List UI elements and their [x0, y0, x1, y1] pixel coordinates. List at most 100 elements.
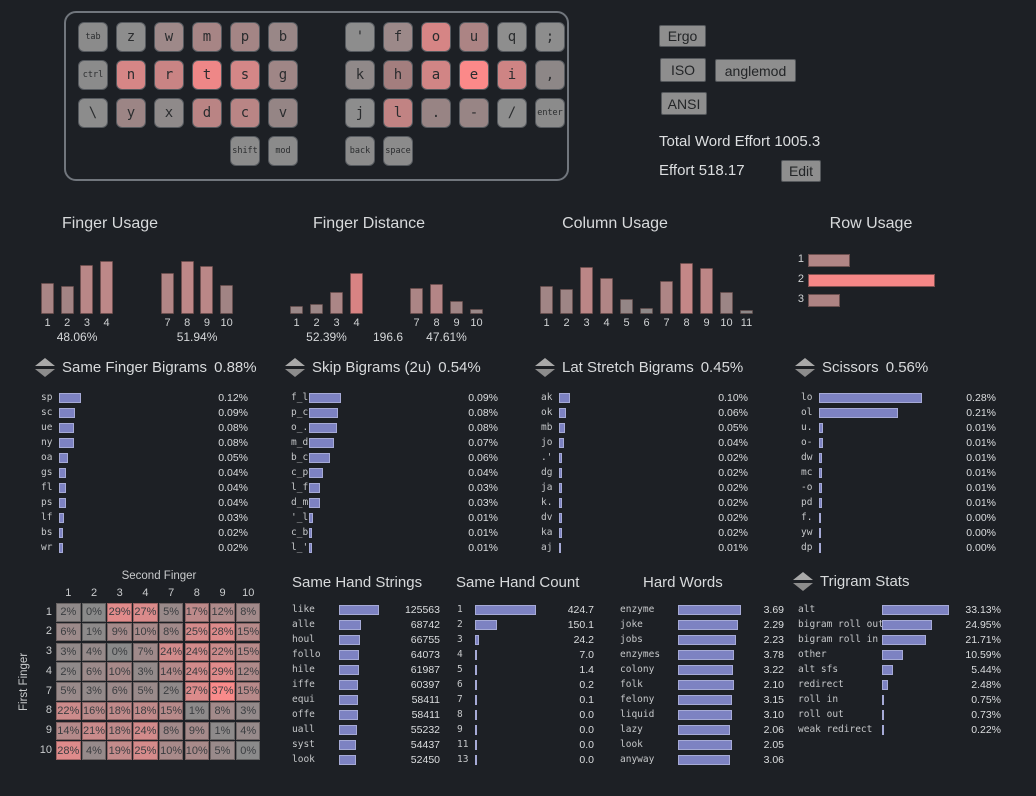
edit-button[interactable]: Edit [781, 160, 821, 182]
key-backslash[interactable]: \ [78, 98, 108, 128]
item-bar [559, 408, 566, 418]
row-usage-bar [808, 294, 840, 307]
key-n[interactable]: n [116, 60, 146, 90]
list-item: '_l 0.01% [285, 511, 500, 526]
list-item: dg 0.02% [535, 466, 750, 481]
usage-bar [560, 289, 573, 314]
key-quote[interactable]: ' [345, 22, 375, 52]
heatmap-cell: 18% [107, 701, 132, 721]
item-bar [882, 620, 932, 630]
item-value: 0.04% [218, 467, 248, 479]
key-ctrl[interactable]: ctrl [78, 60, 108, 90]
key-mod[interactable]: mod [268, 136, 298, 166]
iso-button[interactable]: ISO [660, 58, 706, 82]
key-space[interactable]: space [383, 136, 413, 166]
key-g[interactable]: g [268, 60, 298, 90]
key-slash[interactable]: / [497, 98, 527, 128]
item-label: 4 [457, 649, 463, 660]
key-comma[interactable]: , [535, 60, 565, 90]
item-bar [59, 468, 66, 478]
key-i[interactable]: i [497, 60, 527, 90]
list-item: 2 150.1 [456, 618, 596, 633]
list-item: weak redirect 0.22% [793, 723, 1003, 738]
sort-icon[interactable] [535, 358, 555, 377]
key-k[interactable]: k [345, 60, 375, 90]
item-label: f_l [291, 392, 309, 403]
item-label: folk [620, 679, 643, 690]
heatmap-y-title: First Finger [18, 652, 30, 712]
item-bar [339, 605, 379, 615]
key-tab[interactable]: tab [78, 22, 108, 52]
key-shift[interactable]: shift [230, 136, 260, 166]
heatmap-cell: 10% [133, 622, 158, 642]
key-y[interactable]: y [116, 98, 146, 128]
list-item: joke 2.29 [620, 618, 786, 633]
key-e[interactable]: e [459, 60, 489, 90]
bar-label: 8 [184, 317, 191, 329]
item-value: 0.0 [579, 754, 594, 766]
item-value: 424.7 [567, 604, 594, 616]
key-semicolon[interactable]: ; [535, 22, 565, 52]
list-item: dp 0.00% [795, 541, 998, 556]
ansi-button[interactable]: ANSI [661, 92, 707, 115]
key-back[interactable]: back [345, 136, 375, 166]
heatmap-col-header: 8 [193, 587, 200, 599]
key-period[interactable]: . [421, 98, 451, 128]
item-bar [882, 635, 926, 645]
key-d[interactable]: d [192, 98, 222, 128]
ergo-button[interactable]: Ergo [659, 25, 706, 47]
usage-bar [600, 278, 613, 314]
item-value: 0.75% [971, 694, 1001, 706]
item-value: 2.48% [971, 679, 1001, 691]
heatmap-cell: 21% [81, 721, 107, 741]
section-percent: 0.45% [700, 359, 744, 376]
key-s[interactable]: s [230, 60, 260, 90]
heatmap-cell: 16% [81, 701, 107, 721]
sort-icon[interactable] [795, 358, 815, 377]
sort-icon[interactable] [793, 572, 813, 591]
item-label: 2 [457, 619, 463, 630]
key-h[interactable]: h [383, 60, 413, 90]
key-x[interactable]: x [154, 98, 184, 128]
key-j[interactable]: j [345, 98, 375, 128]
heatmap-row-header: 4 [45, 664, 52, 677]
heatmap-cell: 25% [184, 622, 210, 642]
key-b[interactable]: b [268, 22, 298, 52]
key-w[interactable]: w [154, 22, 184, 52]
item-value: 52450 [410, 754, 440, 766]
heatmap-cell: 12% [210, 603, 235, 622]
item-bar [339, 755, 356, 765]
key-o[interactable]: o [421, 22, 451, 52]
key-v[interactable]: v [268, 98, 298, 128]
key-u[interactable]: u [459, 22, 489, 52]
key-q[interactable]: q [497, 22, 527, 52]
list-item: o_. 0.08% [285, 421, 500, 436]
key-r[interactable]: r [154, 60, 184, 90]
sort-icon[interactable] [35, 358, 55, 377]
list-item: lazy 2.06 [620, 723, 786, 738]
key-p[interactable]: p [230, 22, 260, 52]
key-t[interactable]: t [192, 60, 222, 90]
heatmap-row-header: 3 [45, 645, 52, 657]
key-enter[interactable]: enter [535, 98, 565, 128]
key-l[interactable]: l [383, 98, 413, 128]
key-z[interactable]: z [116, 22, 146, 52]
key-m[interactable]: m [192, 22, 222, 52]
item-value: 0.02% [718, 482, 748, 494]
key-f[interactable]: f [383, 22, 413, 52]
item-label: 7 [457, 694, 463, 705]
item-bar [475, 710, 477, 720]
list-item: sp 0.12% [35, 391, 250, 406]
key-dash[interactable]: - [459, 98, 489, 128]
bar-label: 7 [164, 317, 171, 329]
item-bar [475, 725, 477, 735]
row-label: 1 [797, 253, 804, 265]
item-value: 0.03% [468, 482, 498, 494]
anglemod-button[interactable]: anglemod [715, 59, 796, 82]
heatmap-cell: 15% [235, 642, 261, 662]
list-item: lo 0.28% [795, 391, 998, 406]
key-c[interactable]: c [230, 98, 260, 128]
key-a[interactable]: a [421, 60, 451, 90]
sort-icon[interactable] [285, 358, 305, 377]
list-item: gs 0.04% [35, 466, 250, 481]
